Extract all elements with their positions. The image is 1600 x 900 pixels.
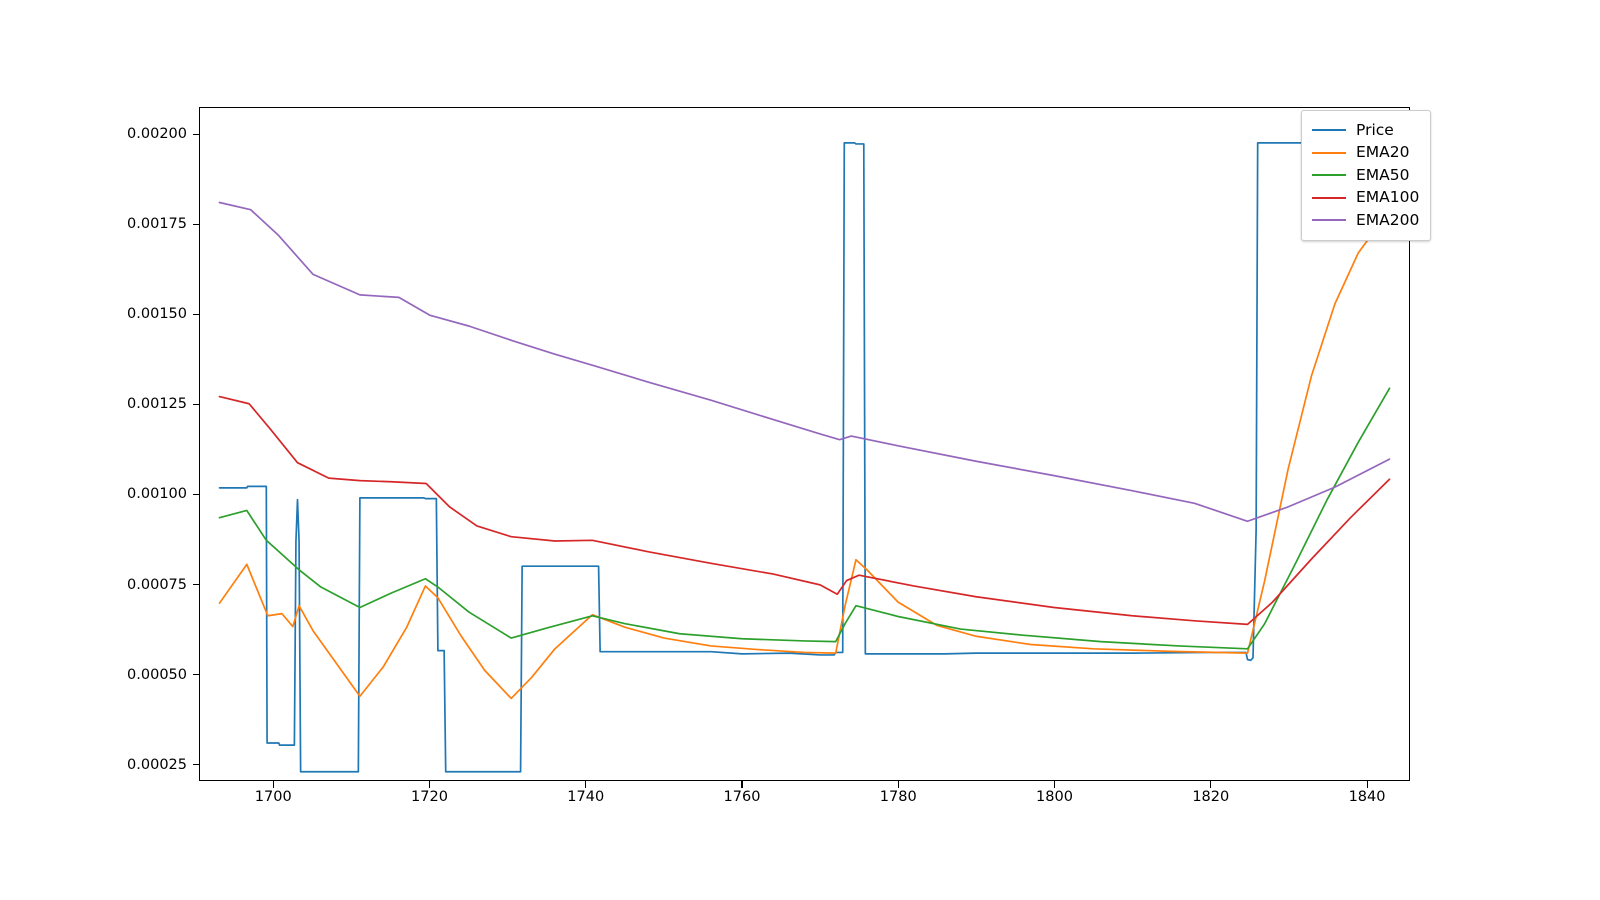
x-axis-tick-label: 1740 [567,789,605,805]
x-axis-tick-label: 1760 [723,789,761,805]
y-axis-tick-label: 0.00050 [127,666,187,683]
y-axis-tick-label: 0.00125 [127,396,187,413]
x-axis-tick-label: 1800 [1036,789,1073,805]
x-axis-tick-label: 1820 [1192,789,1230,805]
y-axis-tick-mark [192,493,199,496]
y-axis-tick-mark [192,133,199,135]
chart-legend[interactable]: Price EMA20 EMA50 EMA100 EMA200 [1301,110,1432,241]
legend-color-swatch-ema100 [1312,196,1346,199]
x-axis-tick-mark [1366,781,1368,788]
x-axis-tick-mark [897,781,899,788]
series-line-ema20 [219,210,1389,698]
legend-item-ema20[interactable]: EMA20 [1312,142,1419,165]
series-lines [200,108,1409,780]
x-axis-tick-label: 1720 [411,789,448,805]
y-axis-tick-label: 0.00150 [127,306,187,323]
y-axis-tick-label: 0.00025 [127,756,187,773]
x-axis-tick-label: 1700 [254,789,292,805]
legend-item-ema100[interactable]: EMA100 [1312,187,1419,210]
legend-label: EMA20 [1356,143,1410,161]
series-line-ema50 [219,388,1389,649]
x-axis-tick-mark [741,781,743,788]
legend-label: Price [1356,120,1394,139]
legend-color-swatch-ema50 [1312,174,1346,177]
x-axis-tick-mark [1054,781,1056,788]
legend-item-price[interactable]: Price [1312,119,1419,142]
legend-color-swatch-ema200 [1312,219,1346,222]
legend-item-ema50[interactable]: EMA50 [1312,164,1419,187]
x-axis-tick-mark [272,781,274,788]
x-axis-tick-label: 1840 [1348,789,1386,805]
legend-color-swatch-ema20 [1312,151,1346,154]
y-axis-tick-mark [192,674,199,676]
y-axis-tick-label: 0.00075 [127,576,187,593]
legend-label: EMA50 [1356,165,1410,184]
legend-item-ema200[interactable]: EMA200 [1312,209,1419,232]
y-axis-tick-mark [192,584,199,586]
y-axis-tick-label: 0.00200 [127,126,187,143]
legend-label: EMA100 [1356,188,1420,206]
y-axis-tick-mark [192,764,199,766]
plot-area [199,107,1410,781]
x-axis-tick-mark [1210,781,1212,788]
y-axis-tick-mark [192,313,199,315]
y-axis-tick-mark [192,223,199,225]
series-line-price [219,143,1389,772]
x-axis-tick-mark [585,781,587,788]
y-axis-tick-mark [192,403,199,405]
x-axis-tick-label: 1780 [879,789,917,805]
series-line-ema200 [219,203,1389,522]
x-axis-tick-mark [428,781,431,788]
legend-color-swatch-price [1312,129,1346,132]
y-axis-tick-label: 0.00175 [127,216,187,233]
series-line-ema100 [219,397,1389,625]
y-axis-tick-label: 0.00100 [127,486,187,503]
legend-label: EMA200 [1356,210,1420,229]
